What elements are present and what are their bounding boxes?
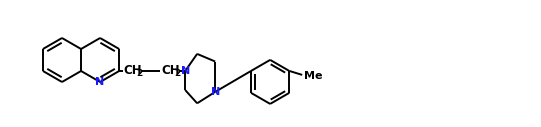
Text: N: N <box>210 87 220 97</box>
Text: CH: CH <box>123 65 142 77</box>
Text: Me: Me <box>304 71 323 81</box>
Text: CH: CH <box>161 65 180 77</box>
Text: 2: 2 <box>174 69 180 78</box>
Text: N: N <box>181 66 190 76</box>
Text: N: N <box>95 77 105 87</box>
Text: 2: 2 <box>136 69 142 78</box>
